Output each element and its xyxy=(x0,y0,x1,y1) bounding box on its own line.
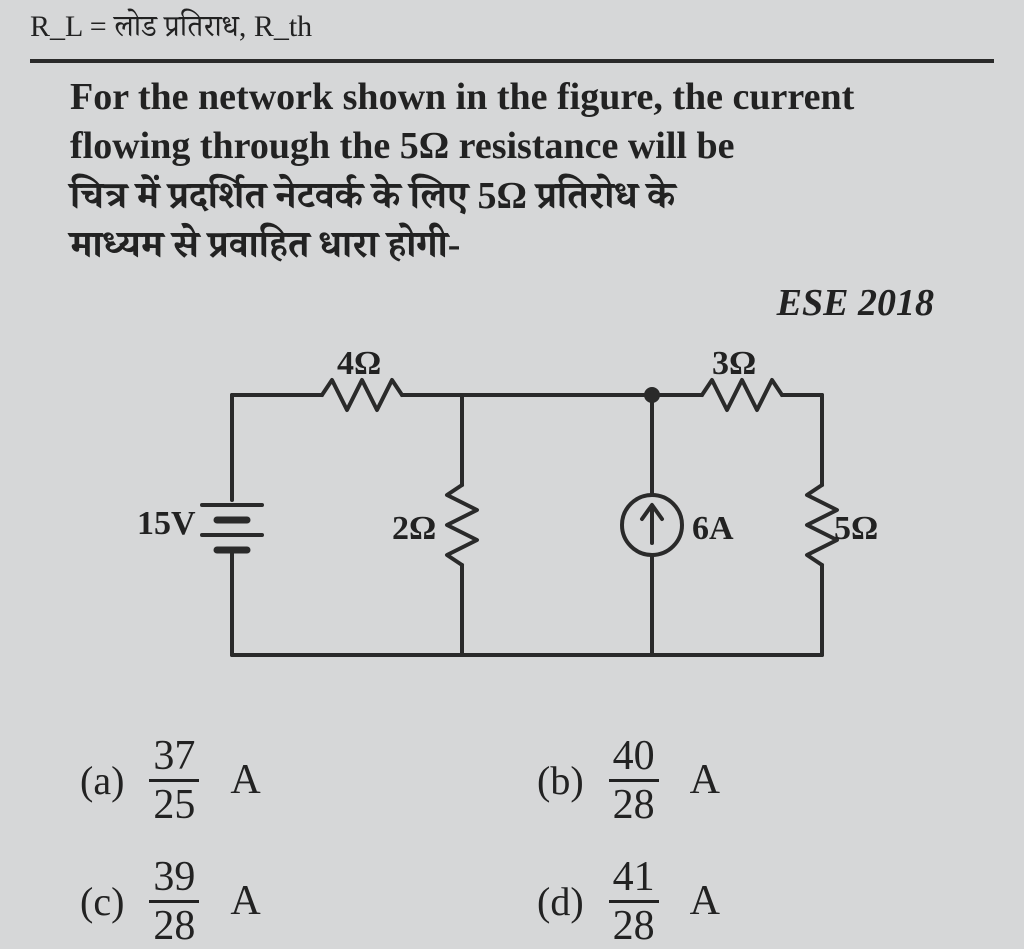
question-text: For the network shown in the figure, the… xyxy=(30,73,994,271)
label-4ohm: 4Ω xyxy=(337,345,381,383)
options-grid: (a) 37 25 A (b) 40 28 A (c) 39 28 A (d) xyxy=(30,735,994,947)
option-b-tag: (b) xyxy=(537,757,584,804)
label-2ohm: 2Ω xyxy=(392,510,436,548)
header-strip: R_L = लोड प्रतिराध, R_th xyxy=(30,0,994,63)
label-5ohm: 5Ω xyxy=(834,510,878,548)
option-a-tag: (a) xyxy=(80,757,124,804)
label-15v: 15V xyxy=(137,505,196,543)
option-b-num: 40 xyxy=(609,735,659,782)
circuit-diagram: 4Ω 3Ω 15V 2Ω 6A 5Ω xyxy=(132,335,892,715)
option-c-unit: A xyxy=(230,877,260,925)
circuit-svg xyxy=(132,335,892,715)
question-hi-line2: माध्यम से प्रवाहित धारा होगी- xyxy=(70,221,994,270)
option-b-fraction: 40 28 xyxy=(609,735,659,826)
resistor-3ohm xyxy=(702,380,782,410)
option-d-unit: A xyxy=(690,877,720,925)
label-3ohm: 3Ω xyxy=(712,345,756,383)
page-root: R_L = लोड प्रतिराध, R_th For the network… xyxy=(0,0,1024,916)
option-c-tag: (c) xyxy=(80,878,124,925)
option-d-num: 41 xyxy=(609,856,659,903)
option-a: (a) 37 25 A xyxy=(80,735,537,826)
resistor-5ohm xyxy=(807,485,837,565)
resistor-2ohm xyxy=(447,485,477,565)
option-d-fraction: 41 28 xyxy=(609,856,659,947)
option-d-den: 28 xyxy=(613,903,655,947)
option-d-tag: (d) xyxy=(537,878,584,925)
exam-tag: ESE 2018 xyxy=(30,281,934,325)
option-a-den: 25 xyxy=(153,782,195,826)
resistor-4ohm xyxy=(322,380,402,410)
label-6a: 6A xyxy=(692,510,734,548)
question-en-line2: flowing through the 5Ω resistance will b… xyxy=(70,122,994,171)
option-c-num: 39 xyxy=(149,856,199,903)
option-a-unit: A xyxy=(230,756,260,804)
option-b-den: 28 xyxy=(613,782,655,826)
option-b: (b) 40 28 A xyxy=(537,735,994,826)
option-c-fraction: 39 28 xyxy=(149,856,199,947)
option-a-num: 37 xyxy=(149,735,199,782)
option-d: (d) 41 28 A xyxy=(537,856,994,947)
option-a-fraction: 37 25 xyxy=(149,735,199,826)
option-c-den: 28 xyxy=(153,903,195,947)
question-en-line1: For the network shown in the figure, the… xyxy=(70,73,994,122)
option-c: (c) 39 28 A xyxy=(80,856,537,947)
option-b-unit: A xyxy=(690,756,720,804)
question-hi-line1: चित्र में प्रदर्शित नेटवर्क के लिए 5Ω प्… xyxy=(70,172,994,221)
